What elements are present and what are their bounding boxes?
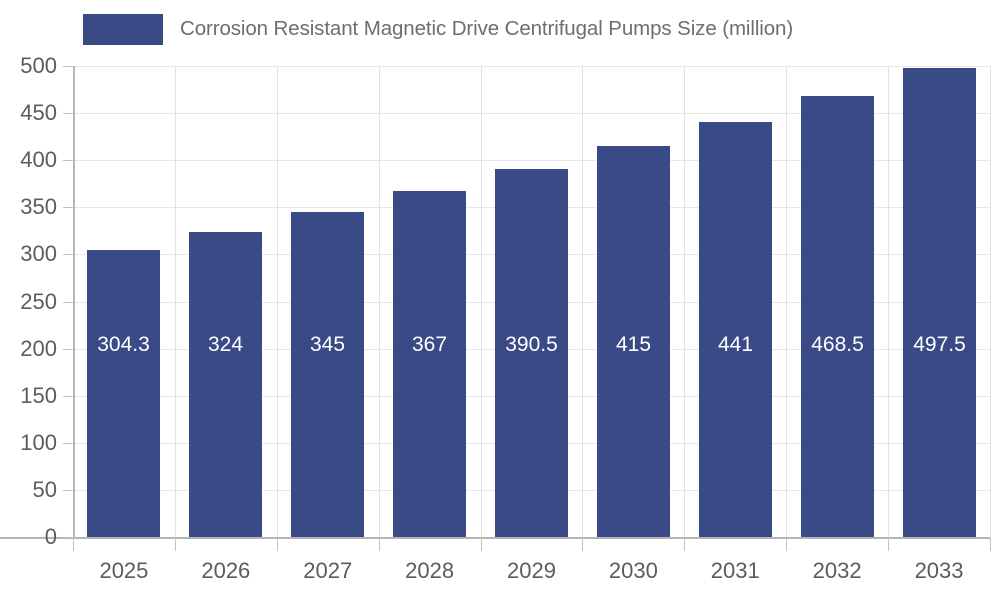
bar[interactable]: 367 — [393, 191, 466, 537]
gridline-vertical — [684, 66, 685, 537]
y-axis-tick-mark — [63, 489, 74, 491]
x-axis-tick-mark — [73, 538, 74, 551]
plot-area: 304.3 324 345 367 390.5 415 441 468.5 497.5 — [73, 66, 991, 538]
chart-legend: Corrosion Resistant Magnetic Drive Centr… — [83, 12, 793, 46]
bar-value-label: 497.5 — [913, 333, 966, 356]
legend-color-swatch — [83, 13, 163, 45]
y-axis-tick-label: 500 — [20, 53, 57, 78]
x-axis-tick-label: 2032 — [812, 558, 862, 583]
legend-label: Corrosion Resistant Magnetic Drive Centr… — [180, 17, 794, 40]
x-axis-tick-mark — [175, 538, 176, 551]
bar[interactable]: 390.5 — [495, 169, 568, 537]
bar-value-label: 468.5 — [811, 333, 864, 356]
x-axis-tick-label: 2026 — [201, 558, 251, 583]
y-axis-tick-mark — [63, 254, 74, 256]
gridline-vertical — [481, 66, 482, 537]
y-axis-tick-label: 350 — [20, 194, 57, 220]
y-axis-tick-label: 450 — [20, 100, 57, 126]
gridline-horizontal — [73, 160, 990, 162]
gridline-vertical — [582, 66, 583, 537]
bar-value-label: 304.3 — [97, 333, 150, 356]
bar[interactable]: 441 — [699, 121, 772, 537]
bar-value-label: 345 — [309, 333, 346, 356]
bar[interactable]: 345 — [291, 212, 364, 537]
gridline-vertical — [888, 66, 889, 537]
gridline-vertical — [379, 66, 380, 537]
x-axis-tick-label: 2030 — [608, 558, 658, 583]
x-axis-line — [0, 537, 990, 539]
y-axis-tick-label: 200 — [20, 335, 57, 361]
y-axis-tick-label: 50 — [32, 476, 57, 502]
y-axis-tick-label: 400 — [20, 147, 57, 173]
y-axis-tick-label: 250 — [20, 288, 57, 314]
bar[interactable]: 468.5 — [801, 95, 874, 537]
x-axis-tick-label: 2031 — [710, 558, 760, 583]
bar-value-label: 367 — [411, 333, 448, 356]
y-axis-tick-mark — [63, 301, 74, 303]
x-axis-tick-label: 2033 — [914, 558, 964, 583]
y-axis-tick-label: 300 — [20, 241, 57, 267]
x-axis-tick-mark — [786, 538, 787, 551]
y-axis-tick-mark — [63, 348, 74, 350]
y-axis-tick-label: 100 — [20, 429, 57, 455]
bar-value-label: 415 — [615, 333, 652, 356]
gridline-horizontal — [73, 66, 990, 67]
x-axis-tick-label: 2029 — [507, 558, 556, 583]
y-axis-line — [73, 66, 75, 537]
y-axis-tick-mark — [63, 442, 74, 444]
y-axis-tick-mark — [63, 113, 74, 115]
y-axis-tick-mark — [63, 160, 74, 162]
x-axis-tick-label: 2028 — [405, 558, 455, 583]
x-axis-tick-label: 2025 — [99, 558, 149, 583]
x-axis-tick-mark — [582, 538, 583, 551]
x-axis-tick-mark — [481, 538, 482, 551]
bar-value-label: 441 — [717, 333, 754, 356]
y-axis-tick-mark — [63, 537, 74, 538]
x-axis-tick-mark — [277, 538, 278, 551]
gridline-horizontal — [73, 113, 990, 115]
gridline-vertical — [277, 66, 278, 537]
bar[interactable]: 304.3 — [87, 250, 160, 537]
bar[interactable]: 324 — [189, 231, 262, 537]
x-axis-tick-mark — [888, 538, 889, 551]
bar[interactable]: 497.5 — [903, 68, 976, 537]
x-axis-tick-mark — [990, 538, 991, 551]
bar[interactable]: 415 — [597, 146, 670, 537]
y-axis-tick-mark — [63, 207, 74, 209]
y-axis-tick-mark — [63, 395, 74, 397]
bar-value-label: 324 — [207, 333, 244, 356]
y-axis-tick-label: 150 — [20, 382, 57, 408]
gridline-vertical — [990, 66, 991, 537]
gridline-vertical — [786, 66, 787, 537]
gridline-vertical — [175, 66, 176, 537]
bar-value-label: 390.5 — [505, 333, 558, 356]
y-axis-tick-label: 0 — [44, 524, 57, 549]
x-axis-tick-mark — [379, 538, 380, 551]
y-axis-tick-mark — [63, 66, 74, 67]
x-axis-tick-label: 2027 — [303, 558, 353, 583]
x-axis-tick-mark — [684, 538, 685, 551]
